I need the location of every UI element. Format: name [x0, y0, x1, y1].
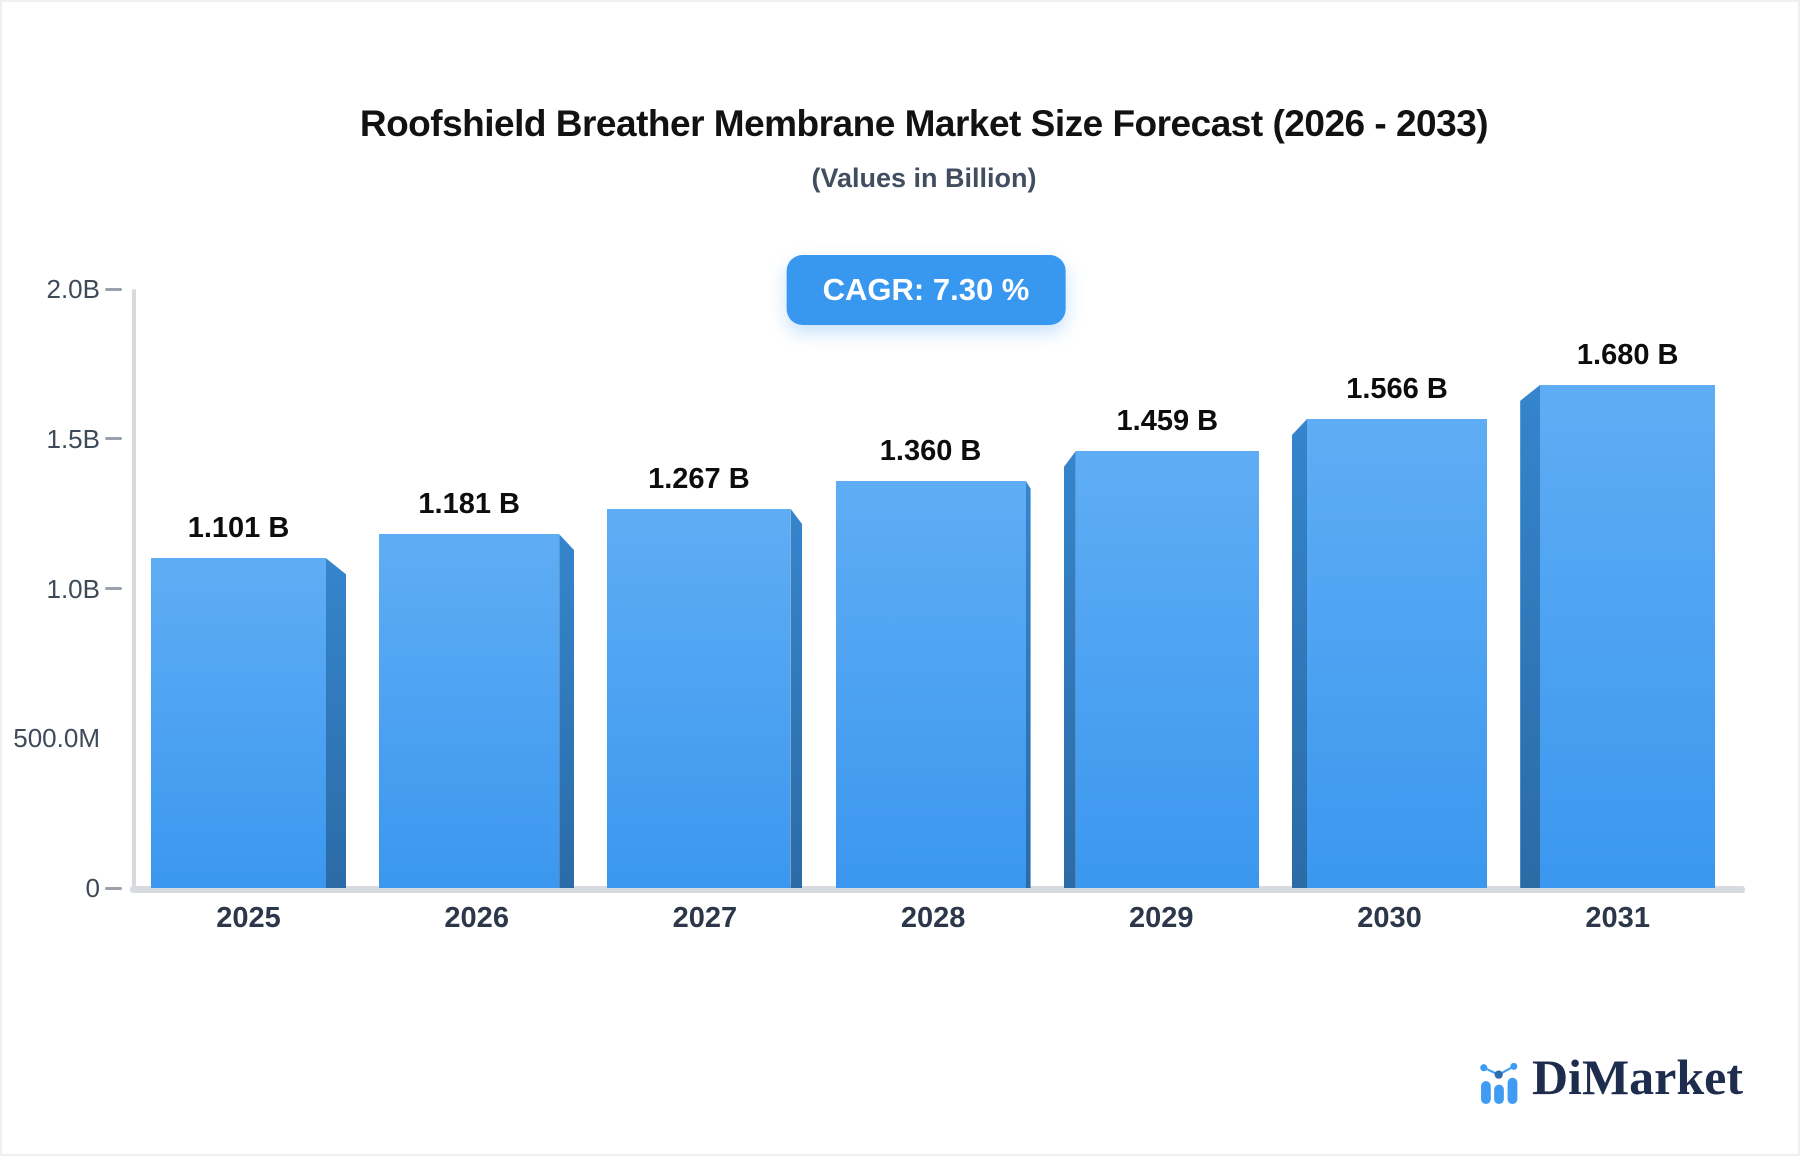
dimarket-logo-icon	[1480, 1062, 1518, 1104]
bar-side-bevel	[1292, 418, 1307, 888]
cagr-badge: CAGR: 7.30 %	[786, 255, 1066, 325]
bar-2025: 1.101 B	[151, 512, 346, 888]
bar-value-label: 1.101 B	[187, 512, 290, 545]
dimarket-logo-text: DiMarket	[1531, 1049, 1743, 1105]
bar-2027: 1.267 B	[607, 463, 803, 888]
bar-face	[379, 534, 560, 888]
bar-value-label: 1.267 B	[648, 462, 750, 495]
bar-side-bevel	[790, 508, 803, 888]
bar-side-bevel	[1520, 384, 1541, 888]
y-axis-label: 1.5B	[46, 423, 101, 454]
y-tick-mark	[105, 437, 122, 441]
bar-face	[607, 508, 791, 888]
bar-face	[1075, 451, 1259, 888]
x-axis-label: 2028	[900, 902, 966, 934]
bar-2030: 1.566 B	[1292, 373, 1487, 888]
bar-face	[151, 558, 326, 888]
bar-value-label: 1.459 B	[1116, 405, 1219, 438]
bar-value-label: 1.566 B	[1346, 372, 1448, 405]
bar-face	[1540, 384, 1716, 888]
y-axis-line	[132, 289, 136, 888]
y-axis-label: 2.0B	[46, 274, 101, 304]
bar-2029: 1.459 B	[1063, 405, 1259, 888]
bar-value-label: 1.680 B	[1576, 338, 1679, 371]
bar-face	[1307, 418, 1487, 888]
bar-side-bevel	[326, 558, 346, 888]
x-axis-label: 2029	[1129, 902, 1194, 934]
x-axis-label: 2030	[1357, 902, 1422, 934]
x-axis-label: 2026	[444, 902, 509, 934]
x-axis-label: 2031	[1585, 902, 1650, 934]
bar-side-bevel	[559, 534, 575, 888]
x-axis-baseline	[130, 886, 1745, 893]
bar-2031: 1.680 B	[1520, 339, 1716, 888]
x-axis-label: 2025	[216, 902, 281, 934]
y-tick-mark	[105, 886, 122, 890]
bar-2028: 1.360 B	[835, 435, 1031, 888]
chart-title: Roofshield Breather Membrane Market Size…	[359, 103, 1489, 144]
chart-subtitle: (Values in Billion)	[811, 163, 1037, 193]
bar-2026: 1.181 B	[379, 488, 575, 888]
y-tick-mark	[105, 587, 122, 590]
bar-side-bevel	[1025, 480, 1031, 888]
bar-face	[835, 480, 1026, 888]
y-axis-label: 1.0B	[46, 573, 101, 604]
y-tick-mark	[105, 287, 122, 291]
y-axis-label: 0	[85, 873, 100, 903]
bar-side-bevel	[1063, 451, 1076, 888]
bar-value-label: 1.360 B	[879, 434, 982, 467]
x-axis-label: 2027	[672, 902, 738, 934]
y-axis-label: 500.0M	[13, 723, 100, 754]
dimarket-logo: DiMarket	[1480, 1048, 1743, 1104]
bar-value-label: 1.181 B	[418, 488, 520, 521]
